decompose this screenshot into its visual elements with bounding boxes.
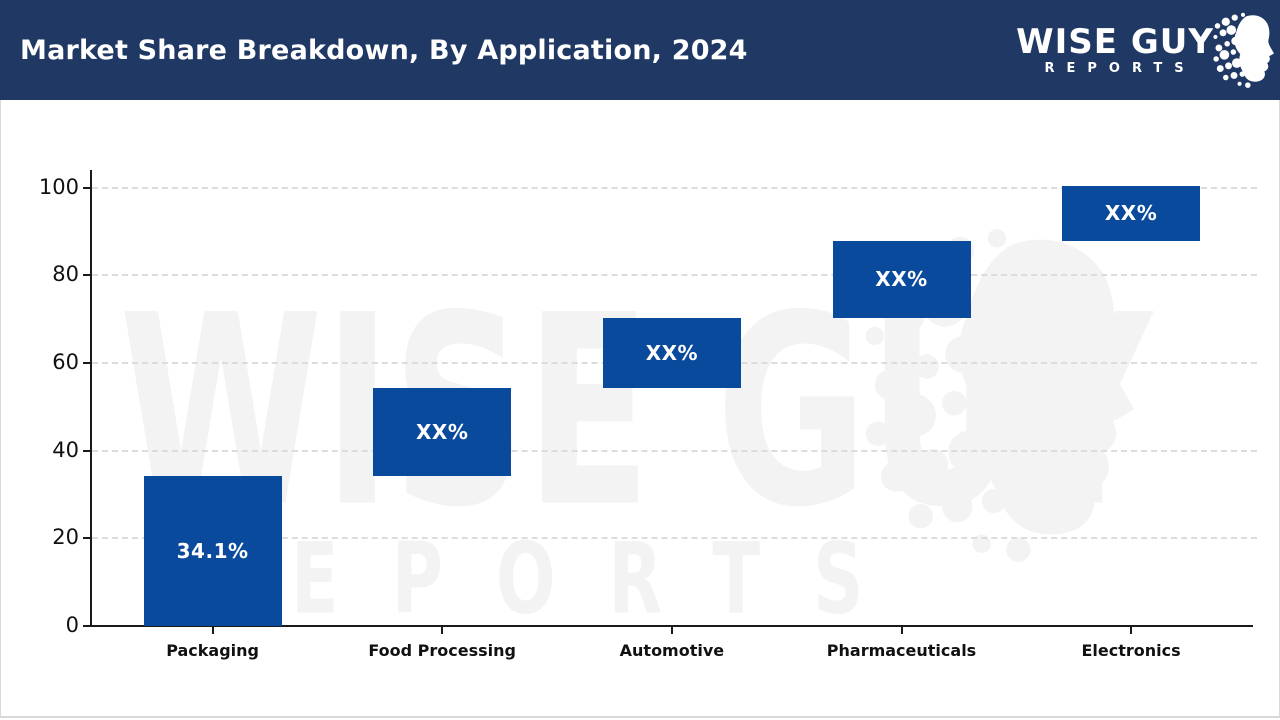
bottom-border-rule (1, 716, 1279, 718)
x-category-label: Pharmaceuticals (826, 641, 977, 660)
bar-value-label: 34.1% (176, 539, 249, 564)
x-category-label: Food Processing (368, 641, 516, 660)
y-tick-mark (83, 625, 90, 627)
y-tick-mark (83, 186, 90, 189)
y-tick-label: 0 (65, 613, 79, 637)
x-category-label: Automotive (619, 641, 725, 660)
watermark-reports-text: REPORTS (184, 521, 917, 637)
y-tick-label: 40 (52, 437, 79, 462)
grid-line (92, 186, 1257, 189)
x-category-label: Electronics (1081, 641, 1181, 660)
x-axis-line (90, 625, 1253, 627)
y-tick-label: 80 (52, 262, 79, 287)
bar-segment: XX% (373, 387, 512, 477)
brand-name: WISE GUY (1016, 22, 1214, 62)
y-tick-mark (83, 449, 90, 452)
y-tick-mark (83, 361, 90, 364)
bar-segment: XX% (602, 317, 741, 388)
face-profile-dots-icon (1213, 12, 1274, 88)
y-tick-label: 20 (52, 525, 79, 550)
x-category-label: Packaging (166, 641, 259, 660)
bar-value-label: XX% (415, 420, 469, 445)
bar-segment: XX% (832, 240, 971, 318)
chart-title: Market Share Breakdown, By Application, … (20, 34, 748, 66)
bar-segment: XX% (1062, 185, 1201, 241)
brand-subname: REPORTS (1044, 61, 1196, 76)
header-bar: Market Share Breakdown, By Application, … (0, 0, 1280, 100)
grid-line (92, 537, 1257, 540)
brand-logo: WISE GUY REPORTS (1016, 0, 1274, 100)
brand-logo-text: WISE GUY REPORTS (1016, 25, 1214, 75)
y-tick-label: 100 (38, 174, 79, 199)
bar-value-label: XX% (645, 340, 699, 365)
plot-area: WISE GUY REPORTS 0 20 40 60 80 100 34.1% Packag… (0, 100, 1280, 718)
x-tick-mark (211, 627, 214, 634)
y-tick-mark (83, 274, 90, 277)
x-tick-mark (441, 627, 444, 634)
grid-line (92, 449, 1257, 452)
bar-value-label: XX% (1104, 201, 1158, 226)
bar-segment: 34.1% (143, 476, 282, 626)
x-tick-mark (670, 627, 673, 634)
bar-value-label: XX% (875, 267, 928, 292)
grid-line (92, 274, 1257, 277)
x-tick-mark (1130, 627, 1133, 634)
y-tick-label: 60 (52, 349, 79, 374)
y-axis-line (90, 170, 92, 627)
y-tick-mark (83, 537, 90, 540)
x-tick-mark (900, 627, 903, 634)
